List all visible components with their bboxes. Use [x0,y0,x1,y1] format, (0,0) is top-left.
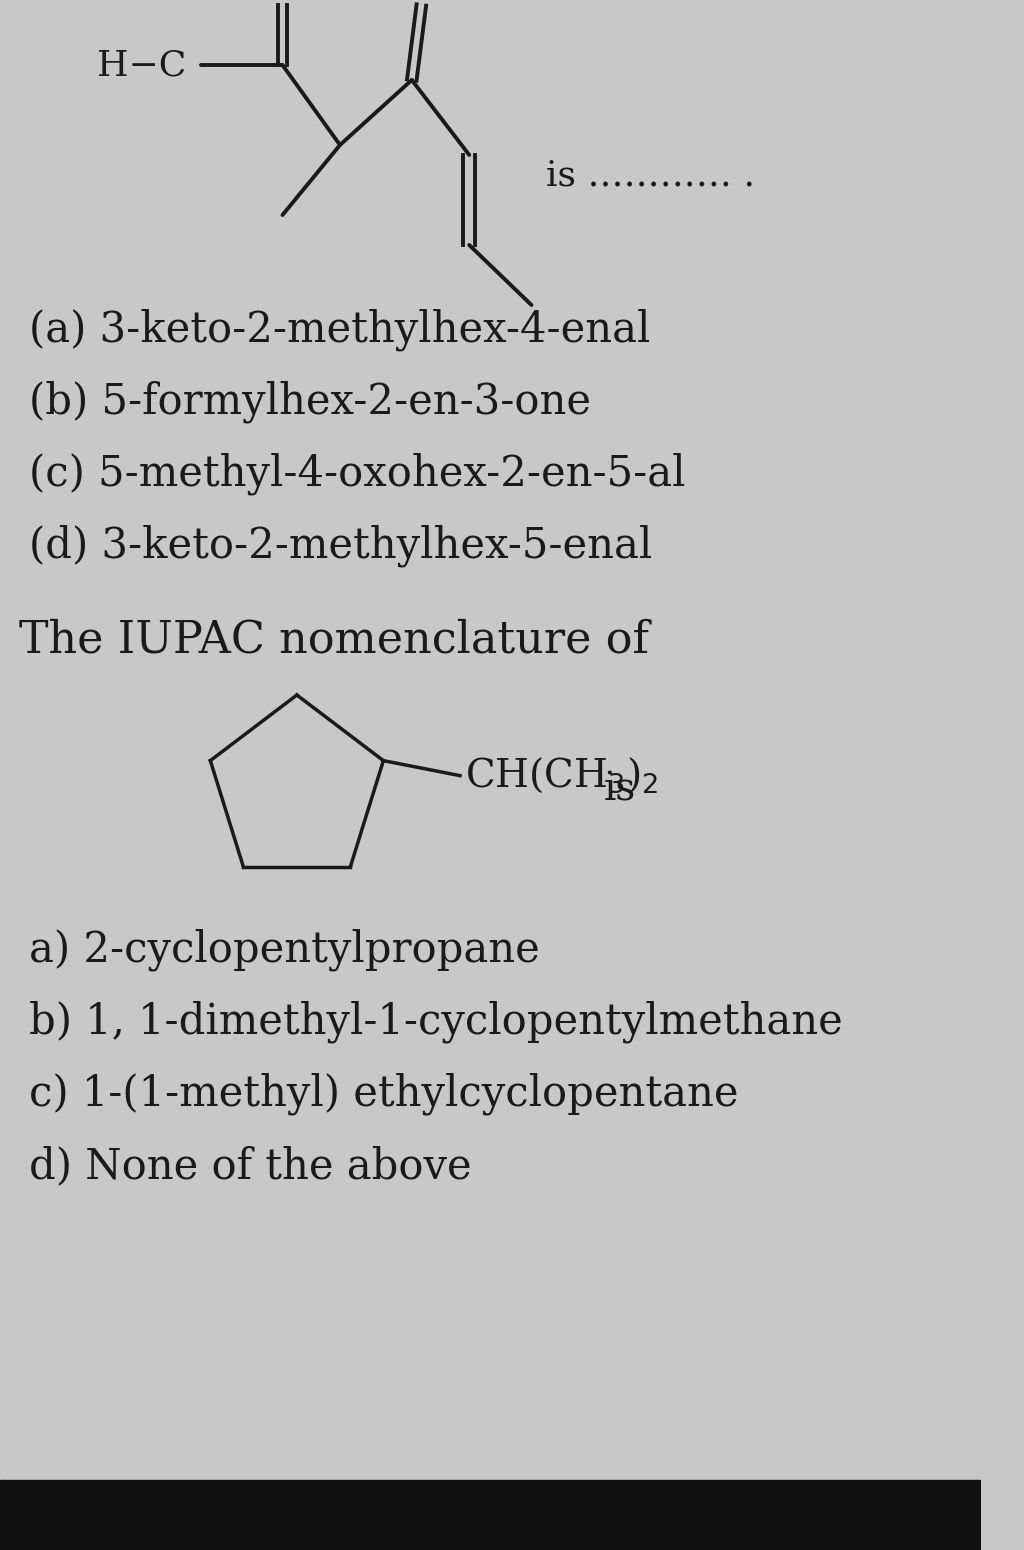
Text: The IUPAC nomenclature of: The IUPAC nomenclature of [19,618,649,662]
Text: is ………… .: is ………… . [546,158,755,192]
Text: (a) 3-keto-2-methylhex-4-enal: (a) 3-keto-2-methylhex-4-enal [29,308,650,352]
Text: (b) 5-formylhex-2-en-3-one: (b) 5-formylhex-2-en-3-one [29,381,591,423]
Text: (d) 3-keto-2-methylhex-5-enal: (d) 3-keto-2-methylhex-5-enal [29,525,652,567]
Text: d) None of the above: d) None of the above [29,1145,471,1187]
Text: H−C: H−C [97,48,186,82]
Text: is: is [603,772,636,809]
Bar [0,1480,981,1550]
Text: (c) 5-methyl-4-oxohex-2-en-5-al: (c) 5-methyl-4-oxohex-2-en-5-al [29,453,685,496]
Text: b) 1, 1-dimethyl-1-cyclopentylmethane: b) 1, 1-dimethyl-1-cyclopentylmethane [29,1001,843,1043]
Text: CH(CH$_3$)$_2$: CH(CH$_3$)$_2$ [465,756,658,795]
Text: a) 2-cyclopentylpropane: a) 2-cyclopentylpropane [29,928,540,972]
Text: c) 1-(1-methyl) ethylcyclopentane: c) 1-(1-methyl) ethylcyclopentane [29,1073,738,1116]
